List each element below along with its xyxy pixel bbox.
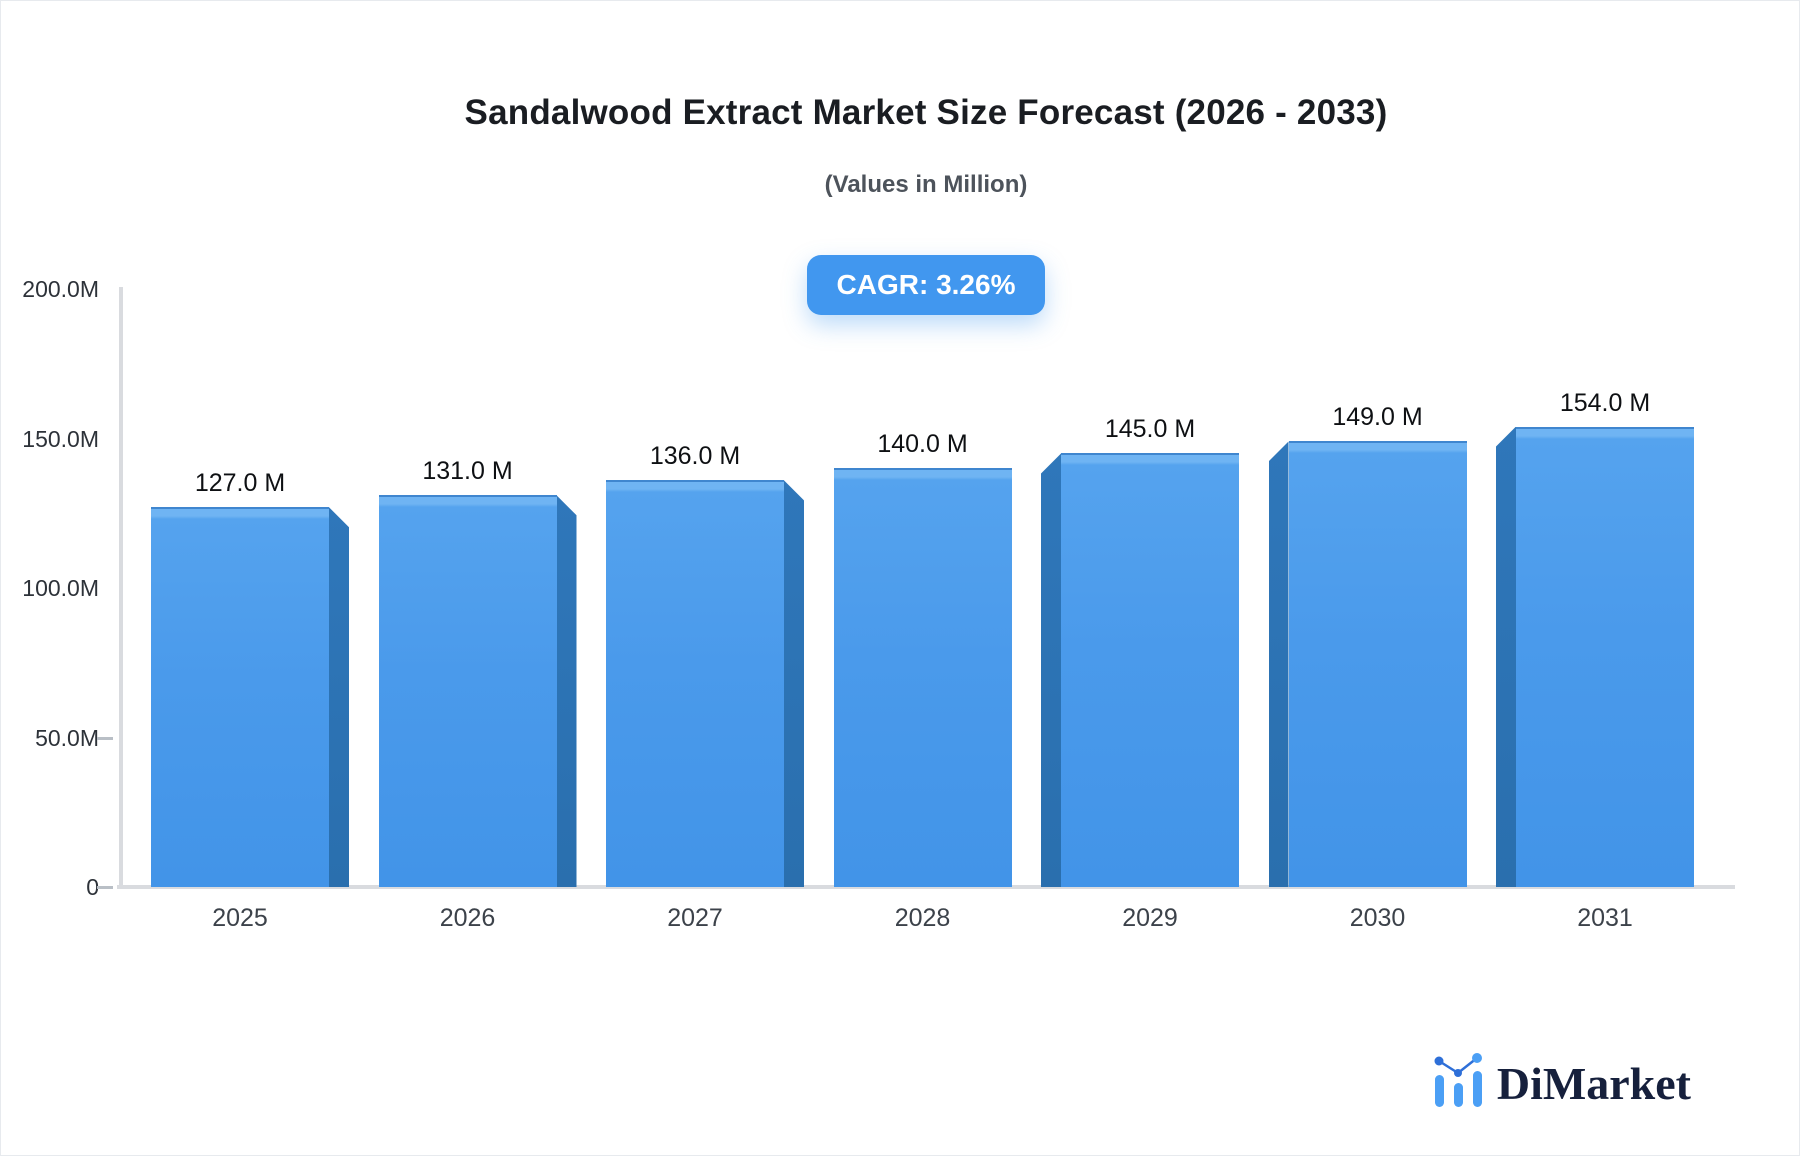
- x-axis-label: 2029: [1122, 904, 1178, 932]
- bar[interactable]: [606, 480, 804, 887]
- bar-side-face: [1496, 426, 1516, 887]
- bar-side-face: [1268, 441, 1289, 887]
- bar-value-label: 140.0 M: [877, 430, 968, 459]
- x-axis-label: 2025: [212, 904, 268, 932]
- dimarket-logo: DiMarket: [1433, 1051, 1691, 1107]
- bar-front-face: [606, 480, 784, 887]
- bar[interactable]: [1041, 453, 1239, 887]
- y-axis-label: 0: [86, 874, 99, 900]
- bar[interactable]: [833, 468, 1012, 887]
- bar-value-label: 127.0 M: [194, 469, 286, 498]
- y-tick-mark: [97, 886, 113, 889]
- bar[interactable]: [378, 495, 577, 887]
- y-axis-line: [119, 287, 123, 887]
- bar-front-face: [1288, 441, 1467, 887]
- bar-front-face: [1516, 426, 1694, 887]
- x-axis-label: 2030: [1349, 904, 1406, 932]
- bar-front-face: [378, 495, 557, 887]
- bar-side-face: [784, 480, 804, 887]
- bar[interactable]: [151, 507, 349, 887]
- x-axis-label: 2026: [439, 904, 496, 932]
- bar-value-label: 131.0 M: [422, 457, 513, 486]
- dimarket-logo-icon: [1434, 1053, 1482, 1107]
- x-axis-label: 2027: [667, 904, 723, 932]
- bar-front-face: [1061, 453, 1239, 887]
- x-axis-label: 2031: [1577, 904, 1633, 932]
- bar[interactable]: [1268, 441, 1467, 887]
- y-axis-label: 50.0M: [35, 724, 99, 751]
- bar-value-label: 149.0 M: [1332, 403, 1423, 432]
- x-axis-label: 2028: [894, 904, 951, 932]
- bar-front-face: [833, 468, 1012, 887]
- page-title: Sandalwood Extract Market Size Forecast …: [464, 93, 1388, 132]
- bar-value-label: 154.0 M: [1559, 388, 1651, 417]
- bar-side-face: [329, 507, 349, 887]
- cagr-badge-row: CAGR: 3.26%: [51, 255, 1799, 315]
- bar-side-face: [1041, 453, 1061, 887]
- cagr-badge: CAGR: 3.26%: [806, 255, 1046, 315]
- page-subtitle: (Values in Million): [824, 171, 1028, 198]
- bar[interactable]: [1496, 426, 1694, 887]
- x-axis-line: [117, 885, 1735, 889]
- bar-front-face: [151, 507, 329, 887]
- bar-value-label: 136.0 M: [649, 442, 741, 471]
- y-axis-label: 150.0M: [22, 425, 99, 452]
- y-tick-mark: [97, 736, 113, 740]
- dimarket-logo-text: DiMarket: [1496, 1058, 1691, 1109]
- y-axis-label: 200.0M: [22, 276, 99, 302]
- bar-value-label: 145.0 M: [1104, 415, 1196, 444]
- bar-side-face: [556, 495, 577, 887]
- y-axis-label: 100.0M: [22, 575, 99, 601]
